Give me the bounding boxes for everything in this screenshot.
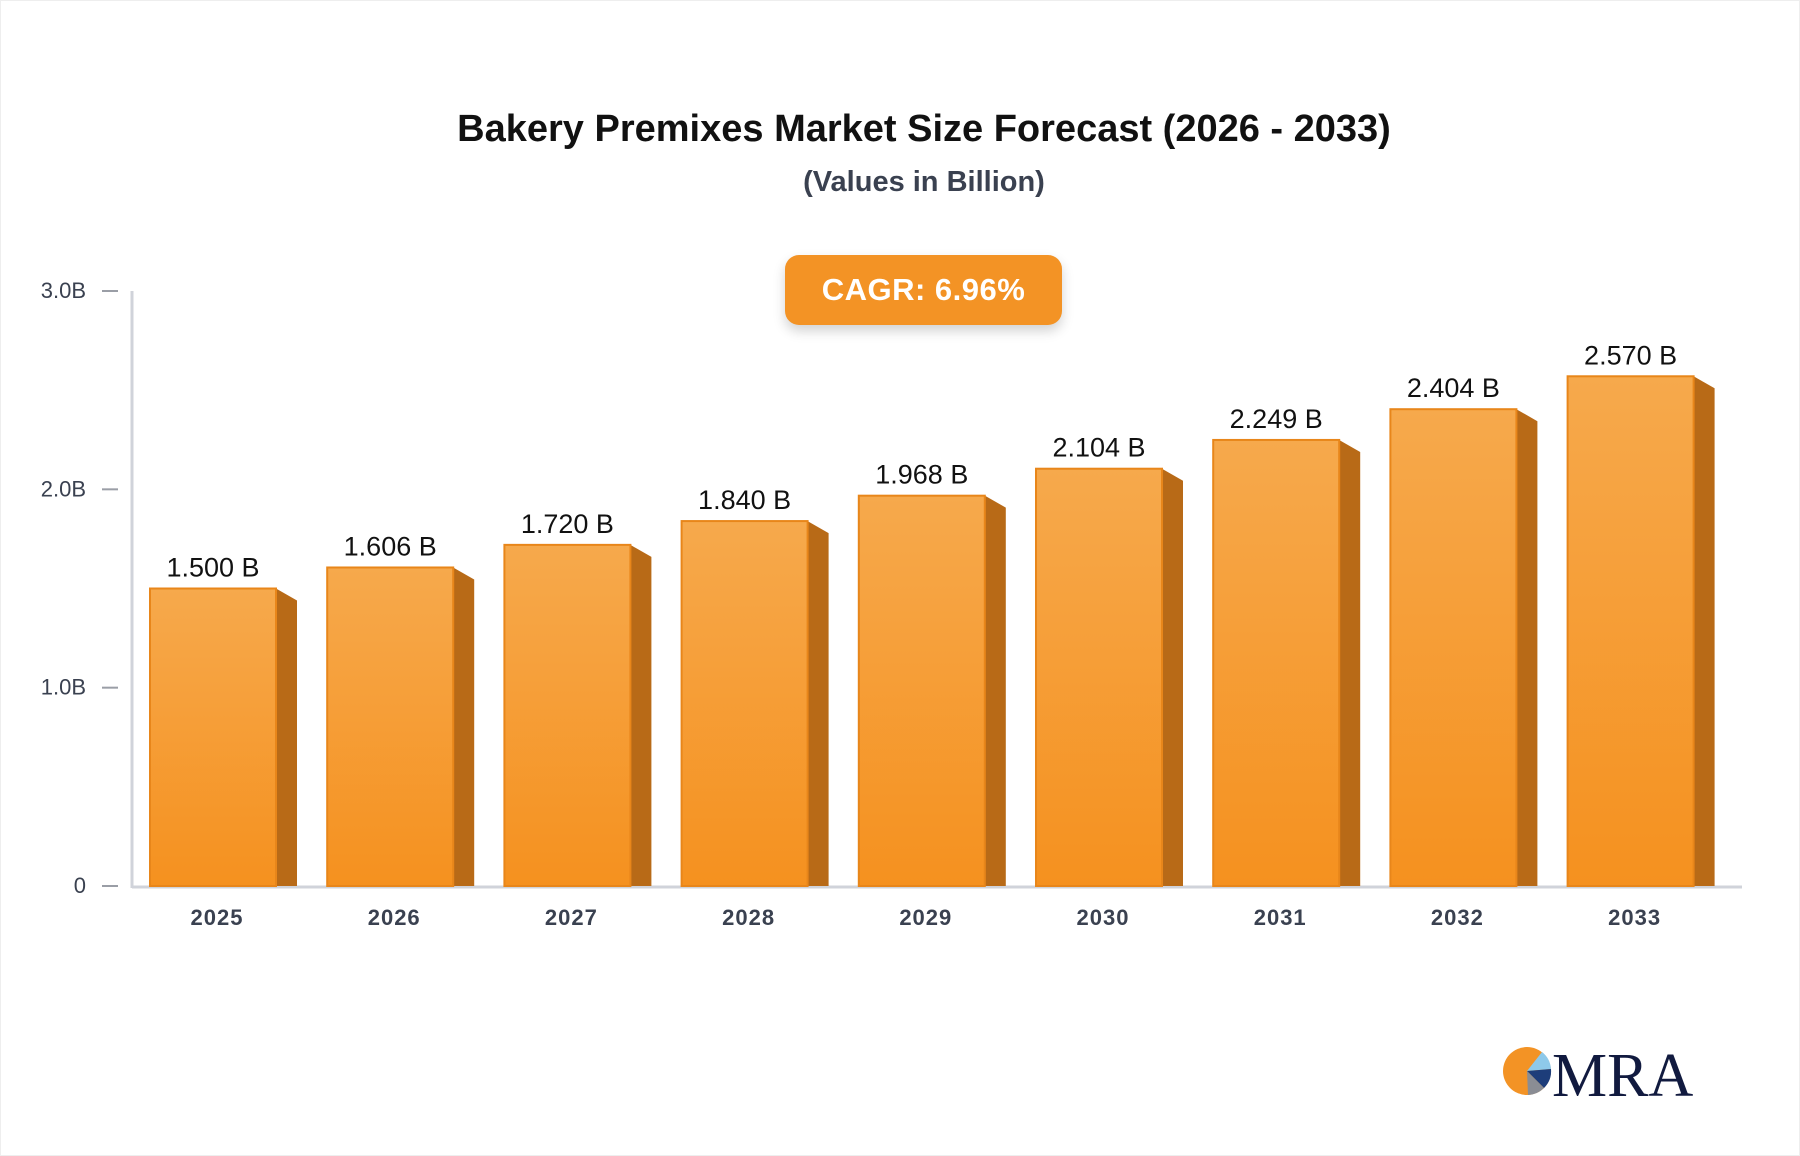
bar-2026	[326, 566, 455, 888]
bar-2027	[503, 543, 632, 887]
x-tick-label: 2026	[368, 905, 421, 930]
chart-title: Bakery Premixes Market Size Forecast (20…	[457, 108, 1391, 150]
y-tick-label: 3.0B	[41, 278, 86, 303]
x-tick-label: 2031	[1254, 905, 1307, 930]
x-tick-label: 2025	[191, 905, 244, 930]
bar-side	[453, 567, 475, 886]
bar-side	[1339, 439, 1361, 886]
y-tick-label: 1.0B	[41, 675, 86, 700]
mra-logo: MRA	[1500, 1038, 1700, 1110]
x-tick-label: 2030	[1077, 905, 1130, 930]
y-tick-label: 0	[74, 873, 86, 898]
bar-side	[984, 495, 1006, 886]
logo-pie-icon: MRA	[1503, 1042, 1693, 1110]
bar-2032	[1389, 408, 1518, 887]
bar-side	[1693, 376, 1715, 886]
data-label: 1.840 B	[698, 485, 791, 515]
bar-side	[1162, 468, 1183, 886]
cagr-badge: CAGR: 6.96%	[785, 255, 1062, 325]
bar-2029	[857, 494, 986, 887]
x-tick-label: 2033	[1608, 905, 1661, 930]
data-label: 1.720 B	[521, 509, 614, 539]
data-label: 2.249 B	[1230, 404, 1323, 434]
logo-text: MRA	[1552, 1042, 1693, 1104]
bar-2025	[149, 587, 277, 887]
bar-side	[276, 588, 297, 886]
bar-side	[1516, 409, 1538, 886]
bar-side	[630, 544, 652, 886]
data-label: 2.104 B	[1052, 433, 1145, 463]
bar-2030	[1035, 467, 1163, 887]
data-label: 2.570 B	[1584, 340, 1677, 370]
data-label: 2.404 B	[1407, 373, 1500, 403]
bar-side	[807, 521, 829, 886]
x-tick-label: 2029	[899, 905, 952, 930]
data-label: 1.500 B	[166, 553, 259, 583]
data-label: 1.606 B	[344, 531, 437, 561]
x-tick-label: 2032	[1431, 905, 1484, 930]
bar-2031	[1212, 438, 1341, 887]
bar-2028	[680, 520, 809, 887]
y-tick-label: 2.0B	[41, 476, 86, 501]
x-tick-label: 2028	[722, 905, 775, 930]
bar-2033	[1566, 375, 1695, 887]
x-tick-label: 2027	[545, 905, 598, 930]
data-label: 1.968 B	[875, 460, 968, 490]
chart-subtitle: (Values in Billion)	[803, 166, 1045, 198]
